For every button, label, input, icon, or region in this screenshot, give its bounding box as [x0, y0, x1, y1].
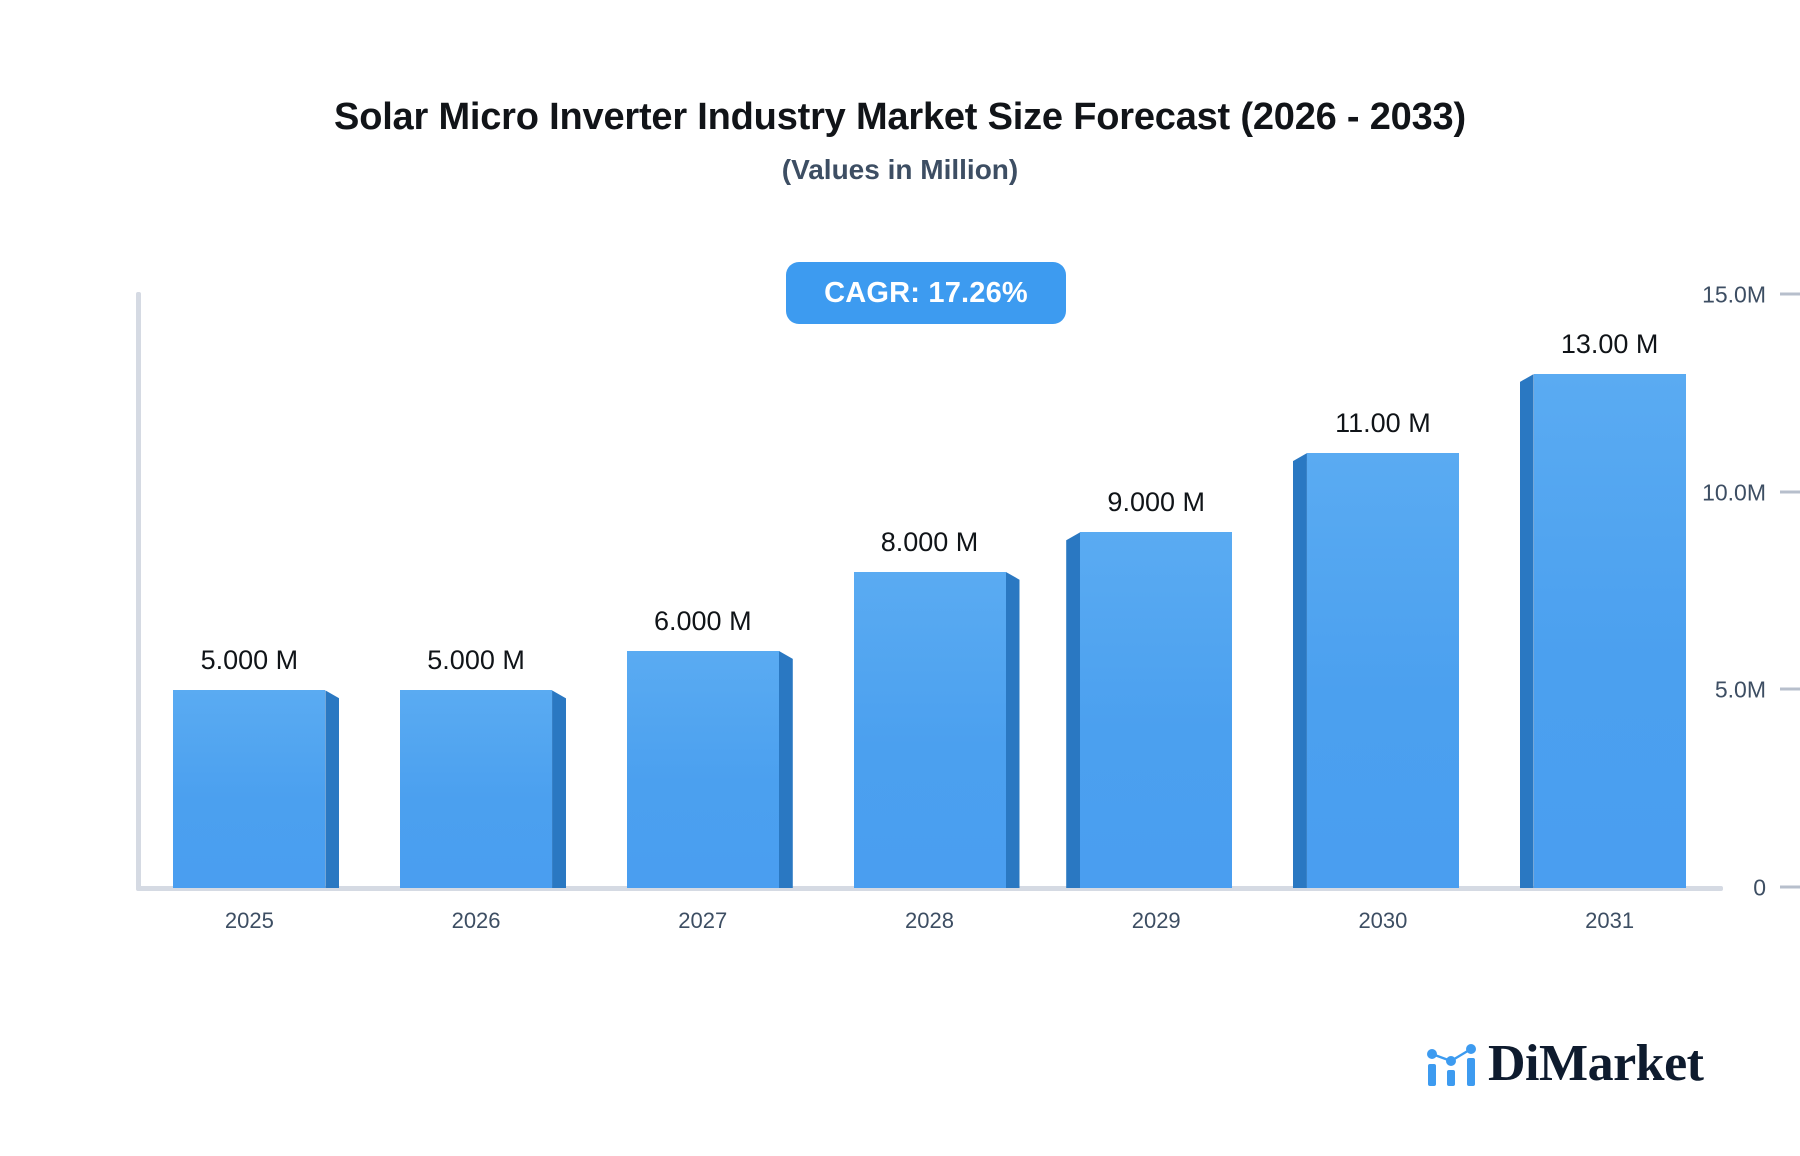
- x-axis-line: [136, 886, 1723, 891]
- bar-2026[interactable]: [400, 690, 553, 888]
- x-axis-tick-label: 2031: [1585, 908, 1635, 933]
- chart-header: Solar Micro Inverter Industry Market Siz…: [0, 96, 1800, 186]
- bar-2029[interactable]: [1080, 532, 1233, 888]
- bar-value-label: 5.000 M: [427, 645, 525, 676]
- x-axis-tick-label: 2030: [1358, 908, 1408, 933]
- bars-layer: 5.000 M 5.000 M 6.000 M 8.000 M 9.000 M 11.00…: [136, 0, 1723, 1156]
- x-axis-tick-label: 2028: [905, 908, 954, 933]
- y-axis-tick: 5.0M: [1664, 677, 1800, 704]
- y-axis-tick-mark: [1780, 490, 1800, 494]
- bar-side-face: [1519, 374, 1534, 888]
- bar-value-label: 9.000 M: [1107, 487, 1205, 518]
- x-axis-tick-label: 2027: [678, 908, 728, 933]
- y-axis-tick-label: 15.0M: [1702, 281, 1766, 308]
- logo-text: DiMarket: [1488, 1035, 1704, 1092]
- bar-value-label: 11.00 M: [1335, 408, 1431, 439]
- bar-chart-icon: [1427, 1044, 1476, 1086]
- y-axis-tick-label: 10.0M: [1702, 479, 1766, 506]
- bar-value-label: 6.000 M: [654, 605, 752, 636]
- bar-side-face: [1066, 532, 1081, 888]
- bar-2028[interactable]: [853, 571, 1006, 888]
- bar-2030[interactable]: [1306, 453, 1459, 888]
- x-axis-tick-label: 2029: [1131, 908, 1181, 933]
- x-axis-tick-label: 2025: [224, 908, 274, 933]
- y-axis-tick-mark: [1780, 292, 1800, 296]
- bar-value-label: 5.000 M: [200, 645, 299, 676]
- bar-side-face: [552, 690, 567, 888]
- bar-side-face: [778, 650, 793, 888]
- bar-2027[interactable]: [626, 650, 779, 888]
- y-axis-line: [136, 292, 141, 890]
- y-axis-tick-mark: [1780, 885, 1800, 889]
- page-title: Solar Micro Inverter Industry Market Siz…: [334, 96, 1466, 138]
- bar-value-label: 8.000 M: [880, 526, 979, 557]
- bar-side-face: [1005, 571, 1020, 888]
- y-axis-tick-label: 5.0M: [1714, 676, 1766, 703]
- y-axis-tick-mark: [1780, 687, 1800, 691]
- y-axis-tick: 15.0M: [1664, 282, 1800, 309]
- y-axis-tick: 10.0M: [1664, 479, 1800, 506]
- x-axis-tick-label: 2026: [451, 908, 501, 933]
- cagr-badge: CAGR: 17.26%: [786, 262, 1066, 324]
- bar-side-face: [1292, 453, 1307, 888]
- bar-2025[interactable]: [173, 690, 326, 888]
- cagr-badge-label: CAGR: 17.26%: [824, 276, 1028, 309]
- chart-subtitle: (Values in Million): [781, 153, 1019, 185]
- dimarket-logo: DiMarket: [1426, 1035, 1704, 1092]
- y-axis-tick-label: 0: [1753, 874, 1766, 901]
- y-axis-tick: 0: [1664, 875, 1800, 902]
- bar-side-face: [325, 690, 340, 888]
- bar-value-label: 13.00 M: [1560, 329, 1659, 360]
- bar-2031[interactable]: [1533, 374, 1686, 888]
